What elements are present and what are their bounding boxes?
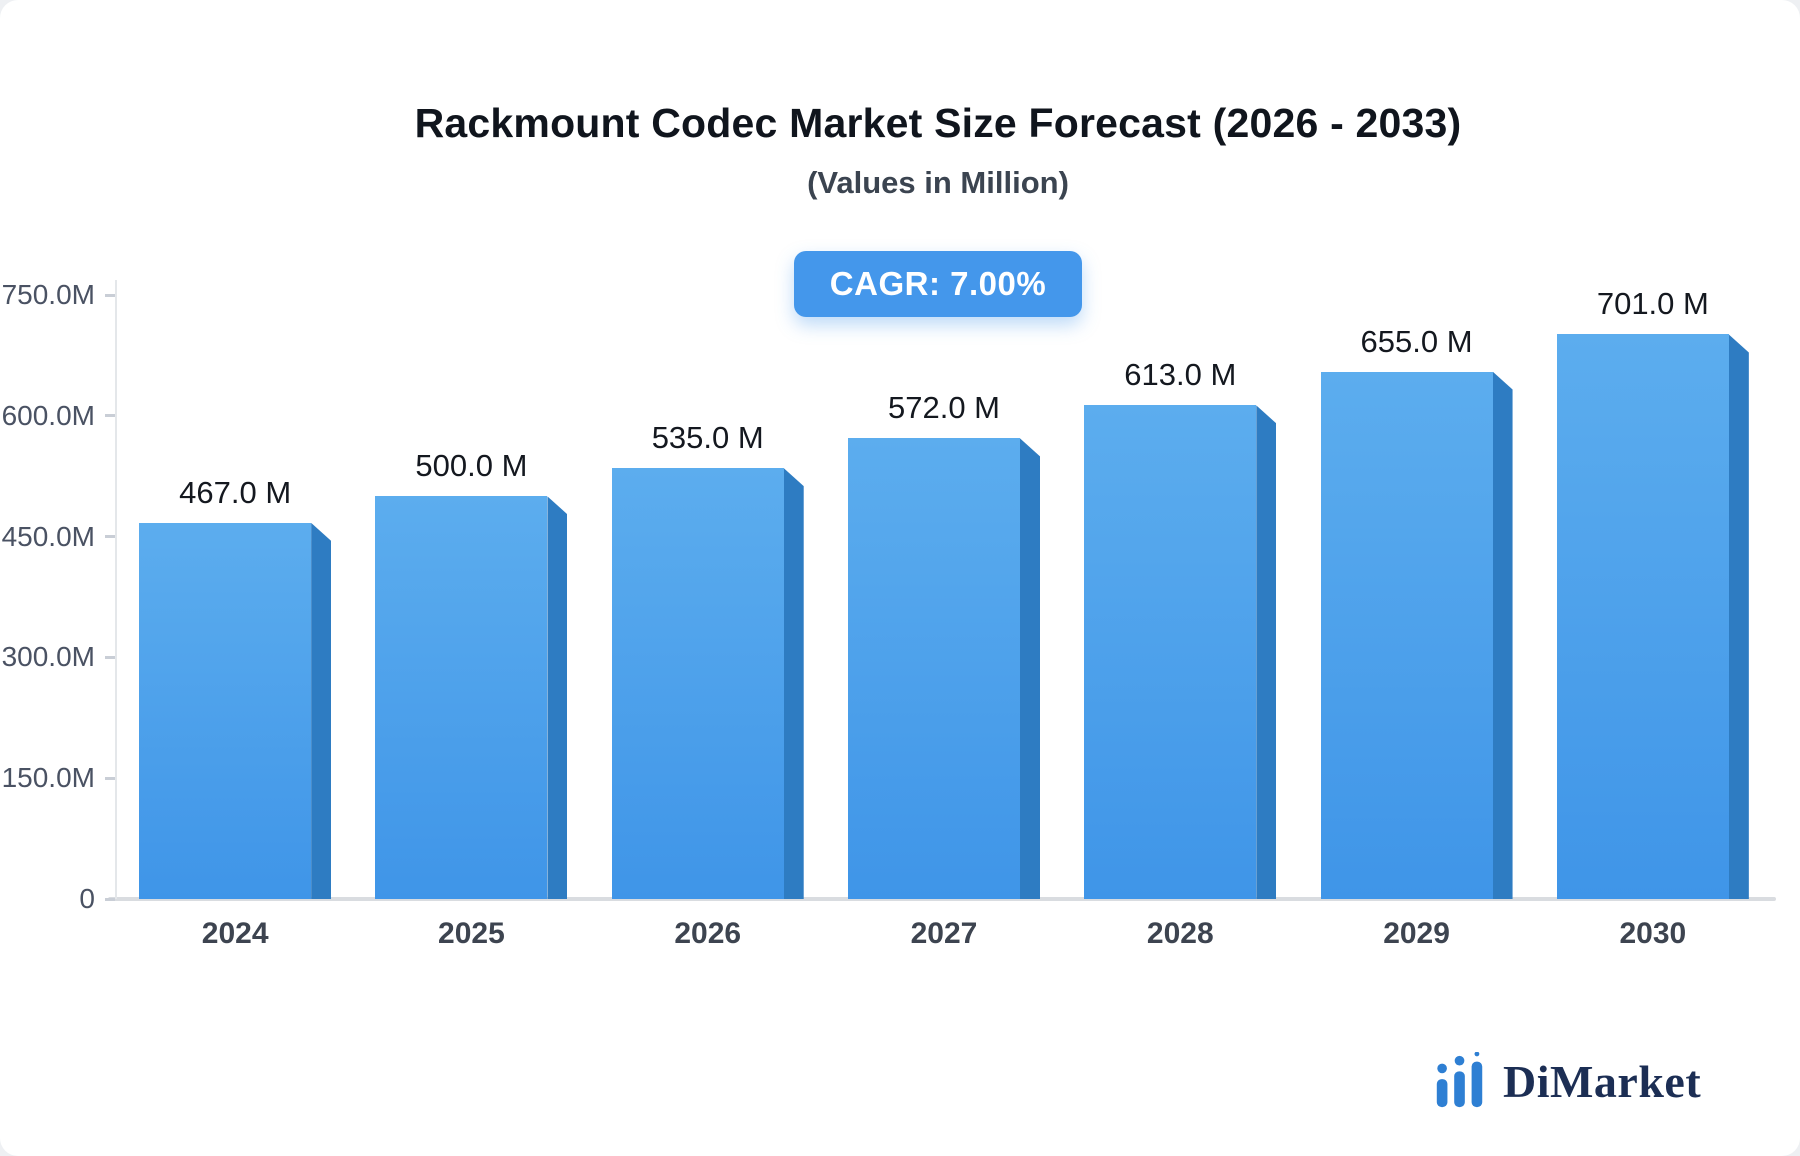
y-axis-label: 150.0M	[1, 762, 95, 794]
y-axis-tick	[105, 897, 115, 901]
bar-side	[547, 496, 568, 899]
bar-value-label: 535.0 M	[651, 420, 764, 456]
y-axis-label: 750.0M	[1, 279, 95, 310]
bar-value-label: 655.0 M	[1360, 323, 1473, 359]
bar-chart-icon	[1436, 1052, 1483, 1108]
bar-value-label: 701.0 M	[1596, 286, 1709, 322]
bar-face	[611, 468, 784, 899]
y-axis-tick	[105, 414, 115, 418]
y-axis-tick	[105, 535, 115, 539]
bar-value-label: 613.0 M	[1124, 357, 1237, 393]
x-axis-label: 2024	[201, 917, 269, 950]
bar-face	[1084, 405, 1257, 899]
bar-value-label: 500.0 M	[415, 448, 528, 484]
cagr-badge: CAGR: 7.00%	[793, 251, 1083, 317]
bar-2027[interactable]	[848, 438, 1040, 899]
y-axis: 750.0M 600.0M 450.0M 300.0M 150.0M 0	[0, 279, 117, 914]
x-axis-label: 2025	[438, 917, 505, 950]
y-axis-line	[115, 280, 117, 899]
x-axis-label: 2026	[674, 917, 742, 950]
bar-value-label: 467.0 M	[179, 474, 292, 510]
y-axis-label: 0	[79, 883, 95, 914]
bar-2024[interactable]	[139, 522, 332, 899]
chart-title: Rackmount Codec Market Size Forecast (20…	[414, 100, 1462, 146]
chart-subtitle: (Values in Million)	[807, 165, 1069, 200]
x-axis-line	[108, 897, 1776, 901]
y-axis-tick	[105, 293, 115, 297]
y-axis-tick	[105, 655, 115, 659]
bar-side	[1256, 405, 1277, 899]
bar-2030[interactable]	[1556, 334, 1749, 899]
bar-face	[139, 522, 312, 899]
plot-area: 467.0 M 2024 500.0 M 2025 535.0 M 2026 572.0 M…	[117, 286, 1771, 950]
x-axis-label: 2028	[1146, 917, 1214, 950]
bar-side	[311, 522, 332, 899]
y-axis-label: 300.0M	[1, 641, 95, 673]
chart-header: Rackmount Codec Market Size Forecast (20…	[76, 100, 1800, 317]
bar-2026[interactable]	[611, 468, 804, 899]
bar-2028[interactable]	[1084, 405, 1277, 899]
x-axis-label: 2029	[1383, 917, 1450, 950]
bar-side	[1020, 438, 1040, 899]
bar-face	[1320, 371, 1493, 899]
x-axis-label: 2027	[910, 917, 978, 950]
y-axis-label: 600.0M	[1, 399, 95, 431]
bar-2025[interactable]	[375, 496, 568, 899]
bar-side	[1492, 371, 1513, 899]
bar-face	[1556, 334, 1729, 899]
bar-face	[848, 438, 1020, 899]
bar-face	[375, 496, 548, 899]
bar-side	[783, 468, 804, 899]
bar-side	[1728, 334, 1749, 899]
bar-value-label: 572.0 M	[887, 390, 1001, 426]
y-axis-label: 450.0M	[1, 520, 95, 552]
dimarket-logo: DiMarket	[1431, 1052, 1701, 1110]
x-axis-label: 2030	[1619, 917, 1687, 950]
dimarket-logo-text: DiMarket	[1503, 1055, 1702, 1107]
y-axis-tick	[105, 776, 115, 780]
bar-2029[interactable]	[1320, 371, 1513, 899]
